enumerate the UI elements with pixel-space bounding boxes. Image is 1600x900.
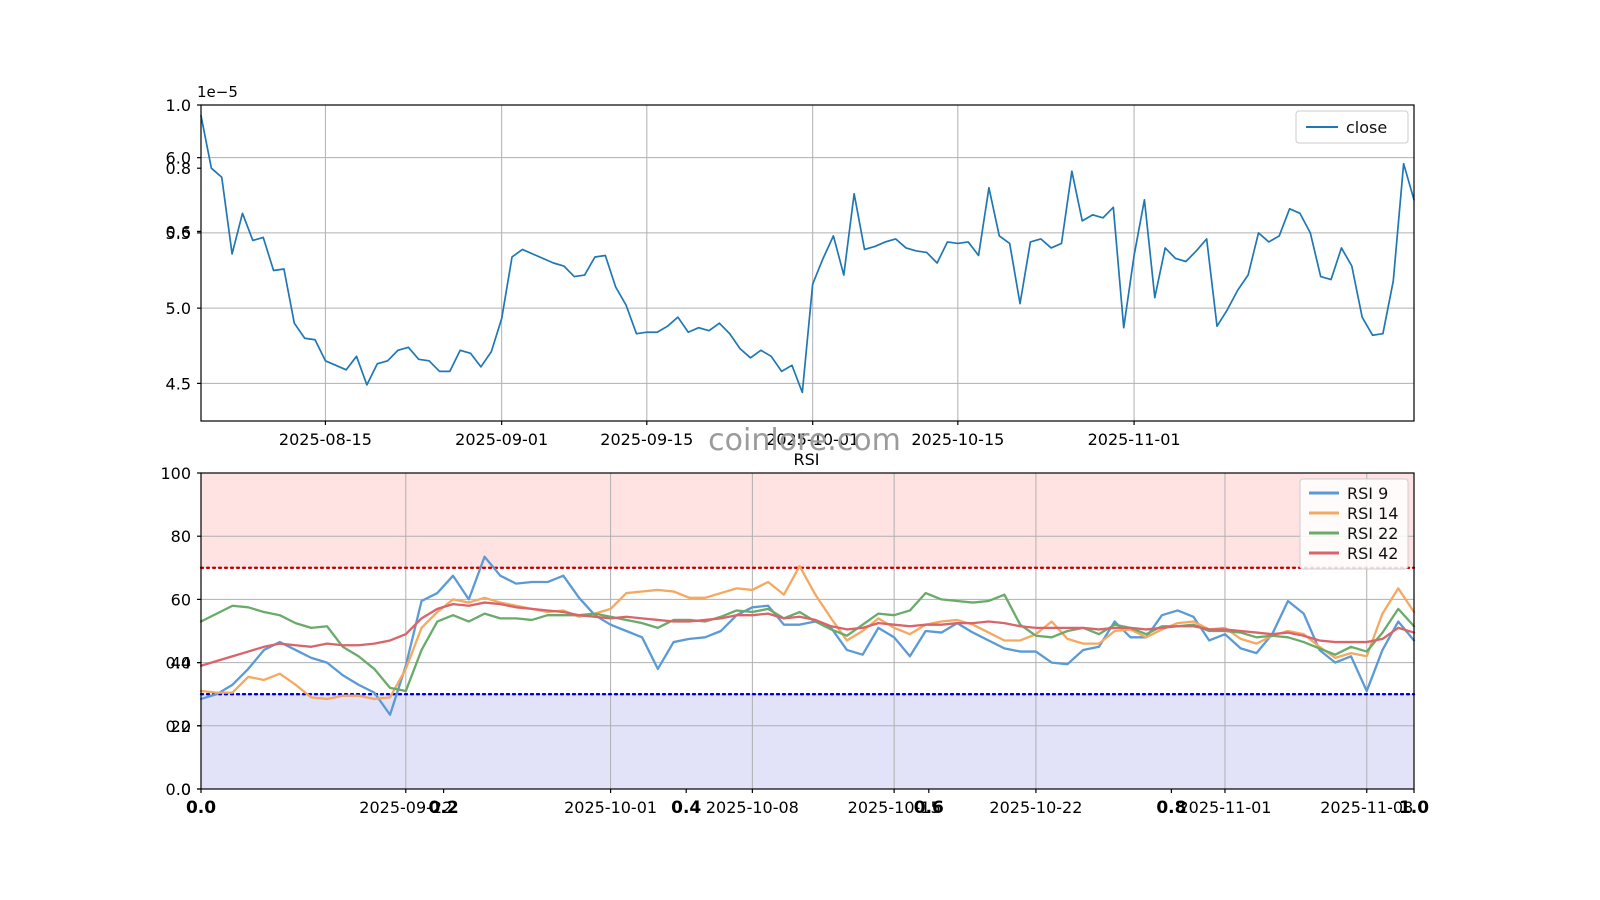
price-axes-frame [200,104,1415,422]
rsi-series-rsi-22 [199,591,1416,693]
rsi-xtick-date-label: 2025-11-08 [1320,798,1413,817]
price-secondary-ytick-label: 0.8 [166,159,191,178]
rsi-xtick-numeric-label: 0.8 [1156,798,1186,818]
price-ytick-label: 5.0 [166,299,191,318]
rsi-legend-label-rsi-42: RSI 42 [1347,544,1398,563]
rsi-secondary-ytick-label: 0.2 [166,717,191,736]
price-secondary-ytick-label: 1.0 [166,96,191,115]
rsi-ytick-label: 60 [171,590,191,609]
rsi-overbought-band [201,473,1414,568]
price-xtick-label: 2025-10-15 [911,430,1004,449]
price-legend-label-close: close [1346,118,1387,137]
price-panel: 6.0 5.5 5.0 4.5 2025-08-15 2025-09-01 2025-09-… [166,83,1415,449]
price-xtick-label: 2025-10-01 [766,430,859,449]
watermark: coinlore.com [708,423,901,458]
price-xtick-label: 2025-09-01 [455,430,548,449]
price-secondary-ytick-label: 0.6 [166,222,191,241]
price-ytick-label: 4.5 [166,374,191,393]
rsi-secondary-ytick-label: 0.0 [166,780,191,799]
rsi-xtick-numeric-label: 1.0 [1399,798,1429,818]
rsi-legend-frame [1299,478,1409,570]
rsi-xtick-numeric-label: 0.4 [671,798,701,818]
rsi-series-rsi-42 [199,601,1416,667]
price-xtick-label: 2025-08-15 [279,430,372,449]
price-axis-offset-label: 1e−5 [197,83,238,101]
rsi-xtick-date-label: 2025-10-01 [564,798,657,817]
rsi-ytick-label: 100 [160,464,191,483]
rsi-xtick-numeric-label: 0.2 [429,798,459,818]
rsi-xtick-numeric-label: 0.6 [914,798,944,818]
rsi-ytick-label: 20 [171,717,191,736]
rsi-xtick-numeric-label: 0.0 [186,798,216,818]
rsi-legend-label-rsi-22: RSI 22 [1347,524,1398,543]
price-ytick-label: 5.5 [166,224,191,243]
price-plot-background [201,105,1414,421]
price-series-close [200,114,1415,394]
rsi-xtick-date-label: 2025-11-01 [1178,798,1271,817]
rsi-xtick-date-label: 2025-10-22 [989,798,1082,817]
price-ytick-label: 6.0 [166,149,191,168]
rsi-ytick-label: 0 [181,780,191,799]
price-xtick-label: 2025-11-01 [1088,430,1181,449]
rsi-ytick-label: 40 [171,654,191,673]
price-legend[interactable]: close [1295,110,1409,144]
rsi-panel-title: RSI [794,450,820,469]
rsi-xtick-date-label: 2025-10-08 [706,798,799,817]
rsi-secondary-ytick-label: 0.4 [166,654,191,673]
price-legend-frame [1295,110,1409,144]
price-xtick-label: 2025-09-15 [600,430,693,449]
rsi-panel: 100 80 60 40 20 0 0.4 0.2 0.0 2025-09-22 2025-10-0… [160,464,1429,818]
rsi-legend-label-rsi-14: RSI 14 [1347,504,1398,523]
rsi-oversold-band [201,694,1414,789]
rsi-legend-label-rsi-9: RSI 9 [1347,484,1388,503]
rsi-ytick-label: 80 [171,527,191,546]
rsi-xtick-date-label: 2025-09-22 [359,798,452,817]
rsi-axes-frame [200,472,1415,790]
rsi-xtick-date-label: 2025-10-15 [848,798,941,817]
